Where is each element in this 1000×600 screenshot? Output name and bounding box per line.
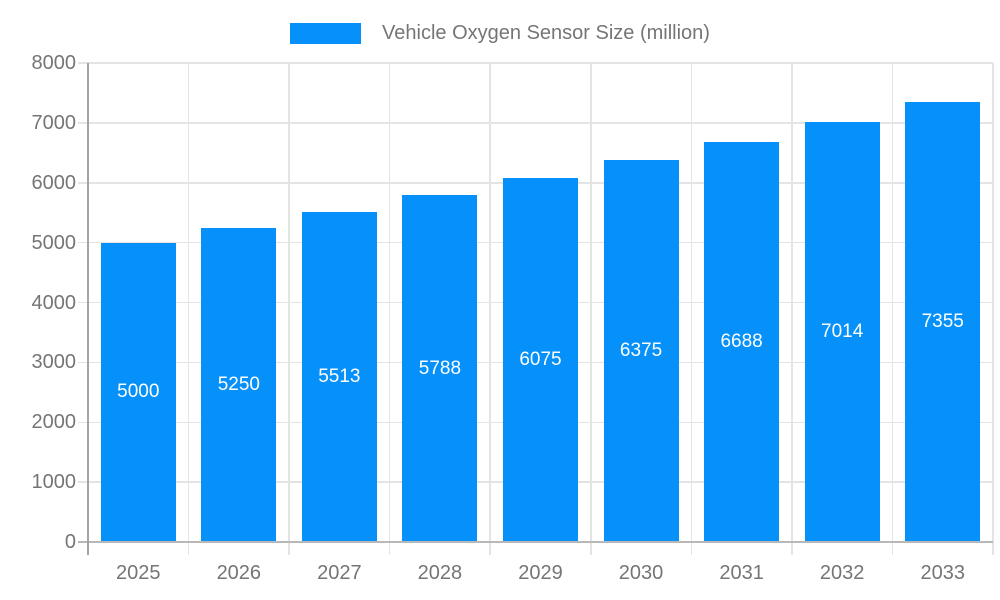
y-axis-tick-label: 7000 xyxy=(31,111,77,134)
bar-value-label: 5788 xyxy=(418,357,462,379)
y-axis-tick-label: 2000 xyxy=(31,411,77,434)
bar[interactable] xyxy=(905,101,981,542)
x-axis-tick-label: 2028 xyxy=(417,562,463,584)
bar-value-label: 7355 xyxy=(921,310,964,332)
y-gridline xyxy=(78,62,993,64)
x-axis-tick-label: 2033 xyxy=(920,562,965,584)
y-axis-tick-label: 6000 xyxy=(31,171,77,194)
x-gridline xyxy=(187,63,190,555)
bar[interactable] xyxy=(603,160,679,542)
x-axis-tick-label: 2030 xyxy=(618,562,664,584)
x-gridline xyxy=(288,63,290,555)
x-axis-tick-label: 2025 xyxy=(116,562,161,584)
x-gridline xyxy=(891,63,894,555)
y-axis-line xyxy=(87,63,89,555)
bar[interactable] xyxy=(704,141,780,542)
x-axis-tick-label: 2026 xyxy=(216,562,262,584)
chart-legend[interactable]: Vehicle Oxygen Sensor Size (million) xyxy=(0,18,1000,48)
y-axis-tick-label: 1000 xyxy=(31,471,77,494)
bar-value-label: 5250 xyxy=(217,373,260,395)
x-axis-line xyxy=(78,541,993,543)
bar-value-label: 6375 xyxy=(619,340,663,362)
x-gridline xyxy=(489,63,491,555)
y-axis-tick-label: 0 xyxy=(64,531,76,553)
bar[interactable] xyxy=(402,195,478,542)
bar-value-label: 6688 xyxy=(720,330,763,352)
x-gridline xyxy=(388,63,391,555)
bar[interactable] xyxy=(301,211,377,542)
bar-value-label: 6075 xyxy=(519,349,562,371)
bar-value-label: 7014 xyxy=(821,321,864,343)
y-axis-tick-label: 5000 xyxy=(31,231,77,254)
bar[interactable] xyxy=(503,178,578,542)
legend-swatch xyxy=(290,22,362,44)
y-axis-tick-label: 8000 xyxy=(31,52,77,74)
x-gridline xyxy=(791,63,793,555)
bar[interactable] xyxy=(201,227,277,542)
x-gridline xyxy=(690,63,693,555)
bar[interactable] xyxy=(100,242,176,542)
bar[interactable] xyxy=(804,122,880,542)
x-axis-tick-label: 2029 xyxy=(518,562,563,584)
x-gridline xyxy=(992,63,994,555)
y-axis-tick-label: 4000 xyxy=(31,291,77,314)
y-axis-tick-label: 3000 xyxy=(31,351,77,374)
y-gridline xyxy=(78,122,993,124)
legend-label: Vehicle Oxygen Sensor Size (million) xyxy=(382,21,710,44)
bar-value-label: 5513 xyxy=(318,365,361,387)
bar-value-label: 5000 xyxy=(117,381,160,403)
x-axis-tick-label: 2032 xyxy=(819,562,865,584)
x-gridline xyxy=(590,63,592,555)
x-axis-tick-label: 2031 xyxy=(719,562,764,584)
x-axis-tick-label: 2027 xyxy=(317,562,362,584)
